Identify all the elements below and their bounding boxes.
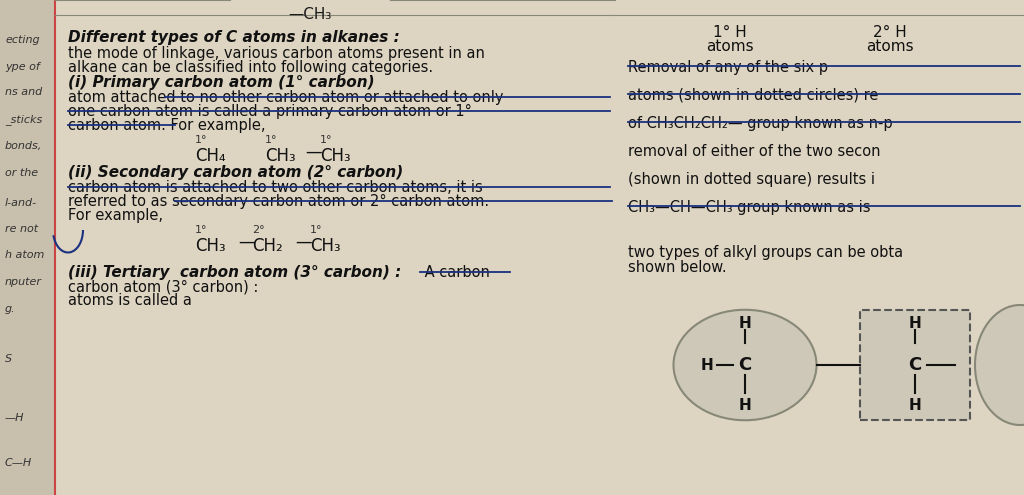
Text: C: C (738, 356, 752, 374)
Text: atoms: atoms (707, 39, 754, 54)
Text: of CH₃CH₂CH₂— group known as n-p: of CH₃CH₂CH₂— group known as n-p (628, 116, 893, 131)
Text: ecting: ecting (5, 35, 40, 45)
Text: alkane can be classified into following categories.: alkane can be classified into following … (68, 60, 433, 75)
Text: referred to as secondary carbon atom or 2° carbon atom.: referred to as secondary carbon atom or … (68, 194, 489, 209)
Text: CH₃: CH₃ (195, 237, 225, 255)
Text: —CH₃: —CH₃ (289, 7, 332, 22)
Text: 1°: 1° (319, 135, 333, 145)
Bar (0, 0, 55, 495)
Text: re not: re not (5, 224, 38, 234)
Text: ype of: ype of (5, 62, 40, 72)
Text: atom attached to no other carbon atom or attached to only: atom attached to no other carbon atom or… (68, 90, 504, 105)
Text: For example,: For example, (68, 208, 163, 223)
Text: 1°: 1° (265, 135, 278, 145)
Text: 1°: 1° (195, 135, 208, 145)
Ellipse shape (975, 305, 1024, 425)
Text: _sticks: _sticks (5, 114, 42, 125)
Text: carbon atom. For example,: carbon atom. For example, (68, 118, 265, 133)
Text: H: H (738, 315, 752, 331)
Text: CH₃: CH₃ (265, 147, 296, 165)
Text: H: H (738, 397, 752, 412)
Text: CH₃: CH₃ (310, 237, 341, 255)
Text: shown below.: shown below. (628, 260, 727, 275)
Text: g.: g. (5, 304, 15, 314)
Text: atoms: atoms (866, 39, 913, 54)
Text: ns and: ns and (5, 87, 42, 97)
Text: —H: —H (5, 413, 25, 423)
Text: Different types of C atoms in alkanes :: Different types of C atoms in alkanes : (68, 30, 399, 45)
Text: atoms is called a: atoms is called a (68, 293, 191, 308)
Text: two types of alkyl groups can be obta: two types of alkyl groups can be obta (628, 245, 903, 260)
Text: l-and-: l-and- (5, 198, 37, 208)
Text: (iii) Tertiary  carbon atom (3° carbon) :: (iii) Tertiary carbon atom (3° carbon) : (68, 265, 401, 280)
Text: S: S (5, 354, 12, 364)
Text: C: C (908, 356, 922, 374)
Ellipse shape (674, 310, 816, 420)
Text: (shown in dotted square) results i: (shown in dotted square) results i (628, 172, 874, 187)
Text: CH₃: CH₃ (319, 147, 350, 165)
Text: nputer: nputer (5, 277, 42, 287)
Text: bonds,: bonds, (5, 141, 42, 151)
Text: —: — (295, 233, 311, 251)
Text: 2° H: 2° H (873, 25, 907, 40)
Text: one carbon atom is called a primary carbon atom or 1°: one carbon atom is called a primary carb… (68, 104, 472, 119)
Text: H: H (908, 397, 922, 412)
Text: CH₃—CH—CH₃ group known as is: CH₃—CH—CH₃ group known as is (628, 200, 870, 215)
Text: (i) Primary carbon atom (1° carbon): (i) Primary carbon atom (1° carbon) (68, 75, 375, 90)
Text: 1°: 1° (310, 225, 323, 235)
Text: A carbon: A carbon (420, 265, 489, 280)
Text: carbon atom (3° carbon) :: carbon atom (3° carbon) : (68, 280, 258, 295)
Text: CH₄: CH₄ (195, 147, 225, 165)
Text: —: — (238, 233, 255, 251)
Text: 1° H: 1° H (713, 25, 746, 40)
Text: or the: or the (5, 168, 38, 178)
Text: C—H: C—H (5, 458, 32, 468)
Text: (ii) Secondary carbon atom (2° carbon): (ii) Secondary carbon atom (2° carbon) (68, 165, 403, 180)
Text: carbon atom is attached to two other carbon atoms, it is: carbon atom is attached to two other car… (68, 180, 482, 195)
Text: Removal of any of the six p: Removal of any of the six p (628, 60, 828, 75)
Text: 1°: 1° (195, 225, 208, 235)
Text: CH₂: CH₂ (252, 237, 283, 255)
Text: —: — (305, 143, 322, 161)
Text: 2°: 2° (252, 225, 264, 235)
FancyBboxPatch shape (860, 310, 970, 420)
Text: H: H (908, 315, 922, 331)
Text: removal of either of the two secon: removal of either of the two secon (628, 144, 881, 159)
Text: the mode of linkage, various carbon atoms present in an: the mode of linkage, various carbon atom… (68, 46, 485, 61)
Text: H: H (700, 357, 714, 373)
Text: h atom: h atom (5, 250, 44, 260)
Text: atoms (shown in dotted circles) re: atoms (shown in dotted circles) re (628, 88, 879, 103)
